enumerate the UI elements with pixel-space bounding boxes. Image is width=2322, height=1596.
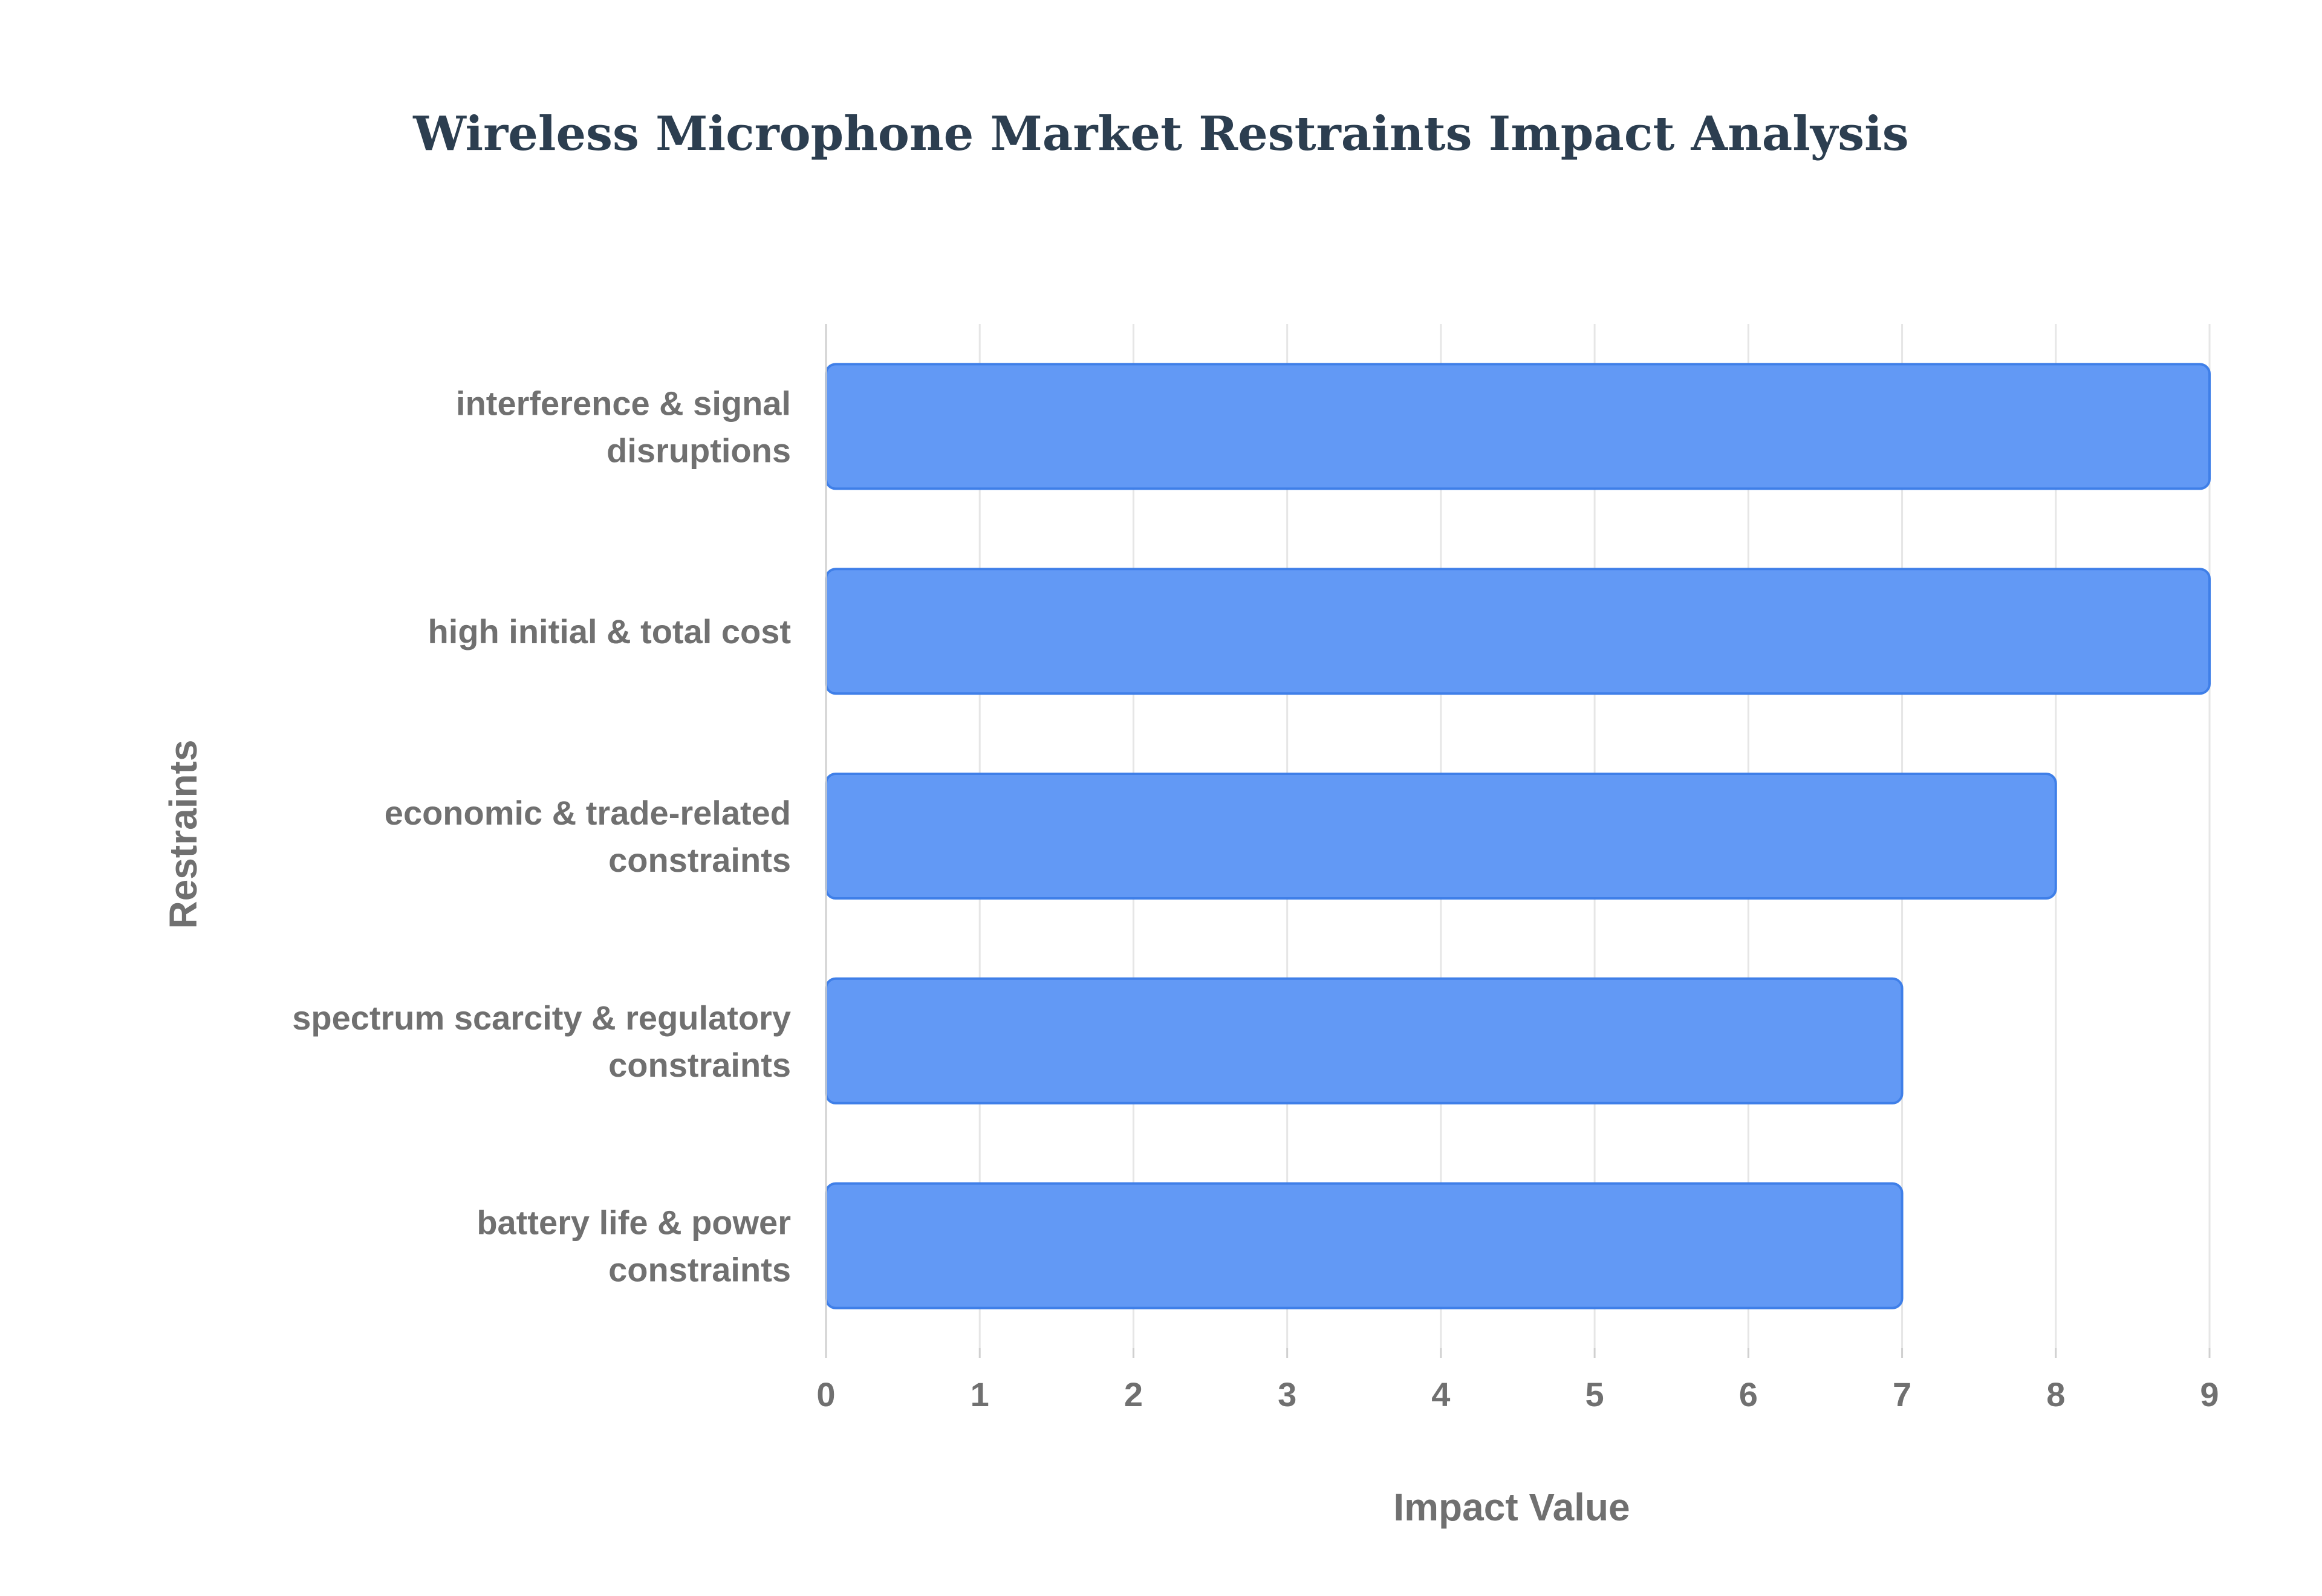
bar xyxy=(825,568,2211,695)
bars xyxy=(825,363,2211,1309)
x-tick-label: 0 xyxy=(816,1375,835,1413)
axes: 0 1 2 3 4 5 6 7 8 9 interference & signal disruptio… xyxy=(292,324,2219,1413)
y-category-label: constraints xyxy=(608,1046,791,1084)
y-category-label: economic & trade-related xyxy=(385,794,791,832)
x-tick-label: 4 xyxy=(1431,1375,1450,1413)
x-tick-label: 3 xyxy=(1278,1375,1296,1413)
y-category-label: constraints xyxy=(608,841,791,879)
y-category-label: disruptions xyxy=(607,431,791,469)
y-category-label: constraints xyxy=(608,1251,791,1289)
bar xyxy=(825,977,1904,1105)
x-tick-label: 2 xyxy=(1124,1375,1143,1413)
x-tick-label: 1 xyxy=(971,1375,989,1413)
y-category-label: high initial & total cost xyxy=(428,612,791,650)
bar xyxy=(825,363,2211,490)
x-tick-label: 8 xyxy=(2046,1375,2065,1413)
y-category-label: interference & signal xyxy=(456,384,791,422)
y-category-label: battery life & power xyxy=(476,1204,791,1242)
x-tick-label: 5 xyxy=(1585,1375,1604,1413)
chart-title: Wireless Microphone Market Restraints Im… xyxy=(412,106,1908,161)
bar xyxy=(825,1182,1904,1309)
y-axis-title: Restraints xyxy=(161,740,205,929)
x-tick-label: 6 xyxy=(1739,1375,1758,1413)
x-tick-label: 7 xyxy=(1893,1375,1911,1413)
y-category-label: spectrum scarcity & regulatory xyxy=(292,999,791,1037)
x-tick-label: 9 xyxy=(2200,1375,2219,1413)
bar xyxy=(825,773,2057,900)
x-axis-title: Impact Value xyxy=(1393,1485,1630,1529)
